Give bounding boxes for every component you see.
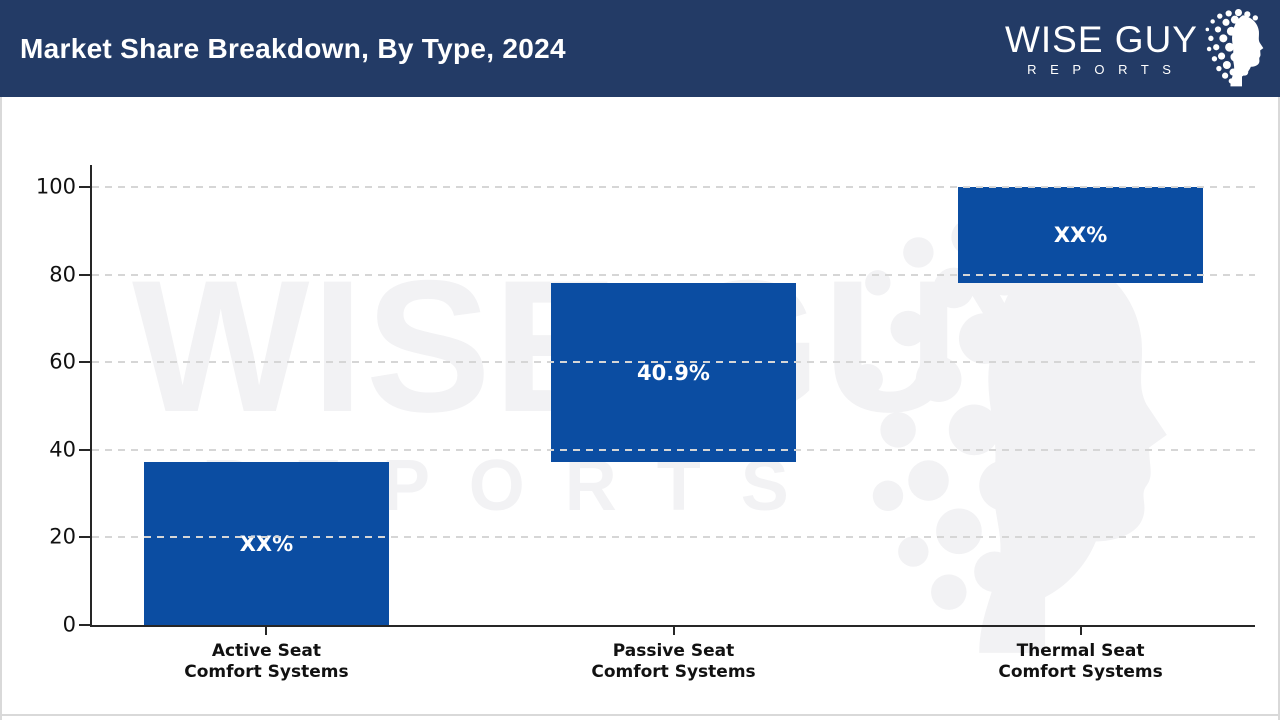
y-tick-label-60: 60 — [49, 349, 76, 374]
y-tick-mark-0 — [79, 624, 90, 626]
logo-subtitle: R E P O R T S — [1027, 61, 1176, 77]
category-label-passive-seat-comfort-systems: Passive Seat Comfort Systems — [591, 641, 756, 683]
y-tick-label-40: 40 — [49, 437, 76, 462]
x-tick-mark-thermal-seat-comfort-systems — [1079, 627, 1082, 635]
y-tick-mark-60 — [79, 361, 90, 364]
bottom-border — [2, 714, 1278, 716]
y-tick-label-100: 100 — [35, 174, 76, 199]
bar-active-seat-comfort-systems: XX% — [144, 462, 389, 625]
category-label-thermal-seat-comfort-systems: Thermal Seat Comfort Systems — [998, 641, 1163, 683]
gridline-40 — [92, 448, 1255, 451]
gridline-60 — [92, 361, 1255, 364]
gridline-100 — [92, 185, 1255, 188]
y-tick-mark-80 — [79, 273, 90, 276]
y-tick-mark-20 — [79, 536, 90, 539]
bar-value-label: 40.9% — [637, 360, 710, 385]
page-title: Market Share Breakdown, By Type, 2024 — [20, 32, 566, 64]
bar-thermal-seat-comfort-systems: XX% — [958, 186, 1203, 284]
plot-area: 0 20 40 60 80 100 XX% Active Seat Comfort Syste… — [36, 165, 1255, 682]
wise-guy-logo: WISE GUY R E P O R T S — [1005, 8, 1266, 89]
y-tick-label-20: 20 — [49, 524, 76, 549]
chart-canvas: WISE GUY R E P O R T S 0 20 40 60 80 100 XX% Ac… — [0, 97, 1280, 720]
gridline-80 — [92, 273, 1255, 276]
y-tick-label-80: 80 — [49, 262, 76, 287]
x-tick-mark-passive-seat-comfort-systems — [672, 627, 675, 635]
y-tick-label-0: 0 — [62, 612, 76, 637]
category-label-active-seat-comfort-systems: Active Seat Comfort Systems — [184, 641, 349, 683]
bar-passive-seat-comfort-systems: 40.9% — [551, 283, 796, 463]
gridline-20 — [92, 536, 1255, 539]
logo-text: WISE GUY R E P O R T S — [1005, 21, 1198, 77]
y-tick-mark-100 — [79, 185, 90, 188]
logo-wordmark: WISE GUY — [1004, 18, 1198, 60]
wise-guy-face-icon — [1205, 8, 1264, 86]
x-tick-mark-active-seat-comfort-systems — [265, 627, 268, 635]
bar-value-label: XX% — [239, 531, 294, 556]
bar-value-label: XX% — [1053, 223, 1108, 248]
header-bar: Market Share Breakdown, By Type, 2024 WI… — [0, 0, 1280, 97]
y-tick-mark-40 — [79, 448, 90, 451]
